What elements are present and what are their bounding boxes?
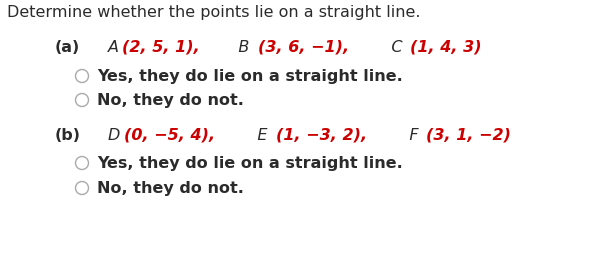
Text: F: F [394,128,418,143]
Text: Determine whether the points lie on a straight line.: Determine whether the points lie on a st… [7,5,420,20]
Text: No, they do not.: No, they do not. [97,93,244,108]
Text: D: D [108,128,121,143]
Text: E: E [242,128,268,143]
Text: (0, −5, 4),: (0, −5, 4), [124,128,215,143]
Text: Yes, they do lie on a straight line.: Yes, they do lie on a straight line. [97,69,403,84]
Text: No, they do not.: No, they do not. [97,181,244,196]
Text: (1, 4, 3): (1, 4, 3) [410,40,482,55]
Text: (3, 6, −1),: (3, 6, −1), [257,40,349,55]
Text: Yes, they do lie on a straight line.: Yes, they do lie on a straight line. [97,156,403,171]
Text: B: B [223,40,250,55]
Text: C: C [376,40,402,55]
Text: (b): (b) [55,128,81,143]
Text: (a): (a) [55,40,80,55]
Text: (2, 5, 1),: (2, 5, 1), [122,40,200,55]
Text: A: A [108,40,119,55]
Text: (1, −3, 2),: (1, −3, 2), [276,128,367,143]
Text: (3, 1, −2): (3, 1, −2) [426,128,511,143]
